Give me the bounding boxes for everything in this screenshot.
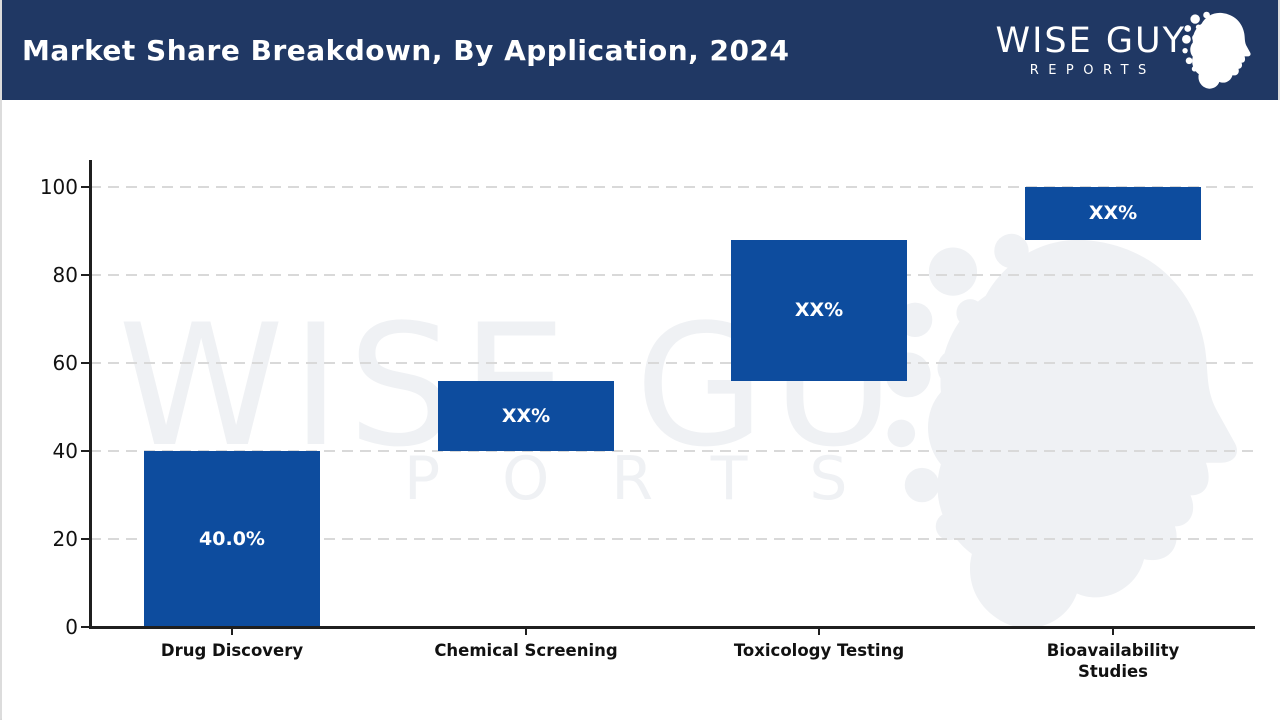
y-tick-100 <box>81 186 89 188</box>
x-tick-2 <box>818 628 820 635</box>
gridline-20 <box>90 538 1255 540</box>
plot-area: WISE GU PORTS 40.0% XX% XX% XX% 0 20 40 60 80 10… <box>2 100 1280 720</box>
y-tick-80 <box>81 274 89 276</box>
bar-value-label: XX% <box>1088 202 1138 225</box>
bar-chemical-screening <box>438 380 614 451</box>
y-tick-label-80: 80 <box>52 263 78 287</box>
bar-drug-discovery <box>144 451 320 627</box>
chart-title: Market Share Breakdown, By Application, … <box>22 33 790 67</box>
gridline-40 <box>90 450 1255 452</box>
bar-toxicology-testing <box>731 239 907 381</box>
x-tick-0 <box>231 628 233 635</box>
y-tick-20 <box>81 538 89 540</box>
y-tick-label-60: 60 <box>52 351 78 375</box>
header: Market Share Breakdown, By Application, … <box>2 0 1278 100</box>
x-category-label: Drug Discovery <box>160 641 304 660</box>
bar-bioavailability-studies <box>1025 187 1201 240</box>
dotted-head-profile-icon <box>1182 11 1251 89</box>
watermark-head-icon <box>885 233 1237 629</box>
y-tick-label-40: 40 <box>52 439 78 463</box>
brand-name: WISE GUY <box>995 20 1186 61</box>
y-axis-line <box>89 160 92 629</box>
y-tick-label-100: 100 <box>39 175 78 199</box>
y-tick-0 <box>81 626 89 628</box>
x-category-label: Toxicology Testing <box>733 641 905 660</box>
x-tick-3 <box>1112 628 1114 635</box>
y-tick-60 <box>81 362 89 364</box>
x-axis-line <box>89 625 1255 629</box>
x-category-label: Bioavailability Studies <box>1046 641 1180 681</box>
gridline-60 <box>90 362 1255 364</box>
bar-value-label: XX% <box>794 299 844 322</box>
brand-subtitle: REPORTS <box>1029 62 1156 78</box>
y-tick-label-20: 20 <box>52 527 78 551</box>
bar-value-label: 40.0% <box>199 528 265 550</box>
y-tick-label-0: 0 <box>65 615 78 639</box>
brand-logo: WISE GUY REPORTS <box>995 9 1254 91</box>
y-tick-40 <box>81 450 89 452</box>
bar-value-label: XX% <box>501 404 551 427</box>
x-category-label: Chemical Screening <box>434 641 618 660</box>
gridline-80 <box>90 274 1255 276</box>
x-tick-1 <box>525 628 527 635</box>
gridline-100 <box>90 186 1255 188</box>
watermark-text-bottom: PORTS <box>404 444 910 514</box>
